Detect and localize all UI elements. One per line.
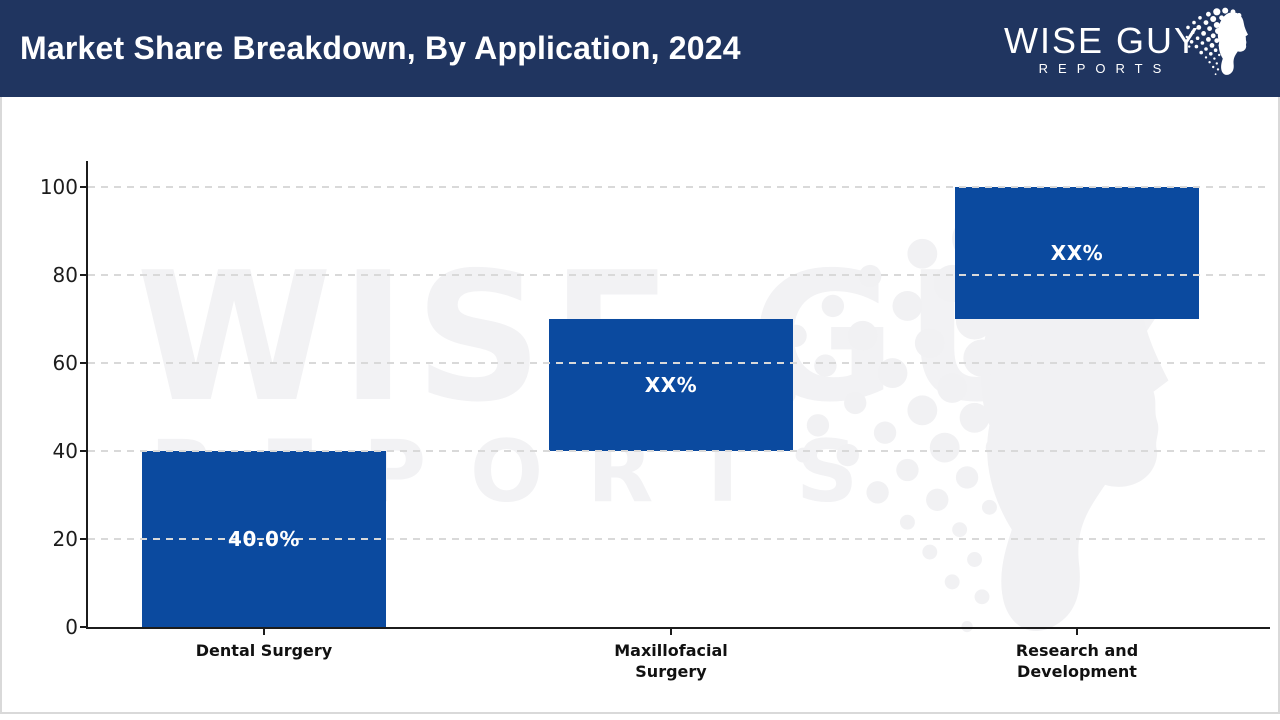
x-category-label: Maxillofacial Surgery (614, 641, 728, 681)
y-tick-label: 80 (52, 263, 78, 287)
bar-value-label: 40.0% (228, 527, 300, 551)
y-tick-mark (80, 450, 88, 452)
y-tick-mark (80, 274, 88, 276)
y-tick-label: 60 (52, 351, 78, 375)
grid-line (88, 538, 1270, 540)
x-category-label: Research and Development (1015, 641, 1139, 681)
y-tick-mark (80, 626, 88, 628)
y-tick-label: 0 (65, 615, 78, 639)
y-tick-label: 100 (39, 175, 78, 199)
y-tick-mark (80, 538, 88, 540)
page-title: Market Share Breakdown, By Application, … (20, 30, 741, 66)
bar (955, 187, 1199, 319)
wiseguy-logo: WISE GUY REPORTS (1004, 7, 1254, 91)
logo-wordmark: WISE GUY REPORTS (1003, 19, 1200, 76)
header: Market Share Breakdown, By Application, … (0, 0, 1280, 97)
y-tick-label: 20 (52, 527, 78, 551)
x-tick-mark (1076, 629, 1078, 635)
logo-reports-text: REPORTS (1038, 60, 1172, 76)
x-tick-mark (263, 629, 265, 635)
y-axis-spine (86, 161, 88, 629)
x-tick-mark (670, 629, 672, 635)
x-category-label: Dental Surgery (195, 641, 333, 660)
grid-line (88, 450, 1270, 452)
y-tick-mark (80, 186, 88, 188)
dotted-head-icon (1182, 7, 1254, 91)
chart-canvas: WISE GUY REPORTS 40.0%XX%XX%020406080100… (0, 97, 1280, 720)
y-tick-mark (80, 362, 88, 364)
grid-line (88, 274, 1270, 276)
bar-value-label: XX% (1050, 241, 1104, 265)
grid-line (88, 186, 1270, 188)
y-tick-label: 40 (52, 439, 78, 463)
logo-wiseguy-text: WISE GUY (1003, 19, 1200, 61)
bar-value-label: XX% (644, 373, 698, 397)
x-axis-spine (86, 627, 1270, 629)
grid-line (88, 362, 1270, 364)
bar (549, 319, 793, 451)
